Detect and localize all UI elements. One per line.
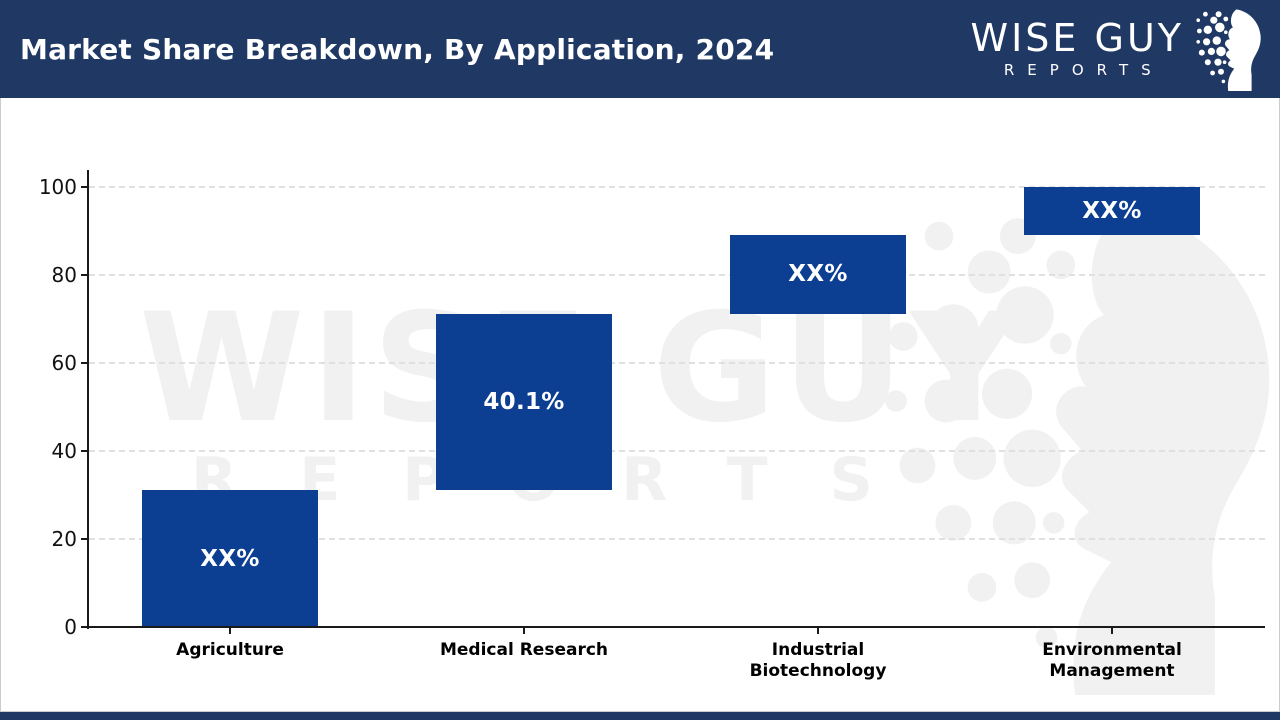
ytick-label-40: 40 [51,439,77,463]
logo-wordmark-line2: REPORTS [1003,60,1164,79]
ytick-label-100: 100 [38,175,77,199]
ytick-mark-40 [81,450,88,452]
ytick-mark-20 [81,538,88,540]
ytick-label-0: 0 [64,615,77,639]
gridline-y-100 [89,186,1265,188]
footer-bar [0,712,1280,720]
header: Market Share Breakdown, By Application, … [0,0,1280,98]
ytick-mark-80 [81,274,88,276]
bar-agriculture: XX% [142,490,318,627]
gridline-y-20 [89,538,1265,540]
xtick-mark-1 [523,628,525,634]
gridline-y-80 [89,274,1265,276]
xtick-mark-3 [1111,628,1113,634]
xtick-mark-2 [817,628,819,634]
category-label-1: Medical Research [439,640,609,660]
chart-title: Market Share Breakdown, By Application, … [20,32,775,66]
chart-body: WISE GUY REPORTS 020406080100XX%Agricult… [0,98,1280,712]
xtick-mark-0 [229,628,231,634]
logo-face-icon [1196,9,1261,91]
category-label-0: Agriculture [176,640,284,660]
y-axis-line [87,170,89,629]
x-axis-line [87,626,1265,628]
bar-value-label: 40.1% [483,388,565,415]
bar-value-label: XX% [788,261,848,288]
bar-industrial-biotechnology: XX% [730,234,906,314]
ytick-mark-100 [81,186,88,188]
ytick-mark-0 [81,626,88,628]
bar-value-label: XX% [200,545,260,572]
ytick-mark-60 [81,362,88,364]
gridline-y-40 [89,450,1265,452]
brand-logo: WISE GUY REPORTS [971,7,1266,91]
category-label-3: Environmental Management [1042,640,1182,682]
bar-medical-research: 40.1% [436,313,612,491]
category-label-2: Industrial Biotechnology [749,640,887,682]
ytick-label-20: 20 [51,527,77,551]
bar-environmental-management: XX% [1024,187,1200,235]
gridline-y-60 [89,362,1265,364]
ytick-label-60: 60 [51,351,77,375]
logo-wordmark-line1: WISE GUY [970,16,1184,61]
logo-wordmark: WISE GUY REPORTS [970,16,1184,79]
ytick-label-80: 80 [51,263,77,287]
bar-value-label: XX% [1082,197,1142,224]
